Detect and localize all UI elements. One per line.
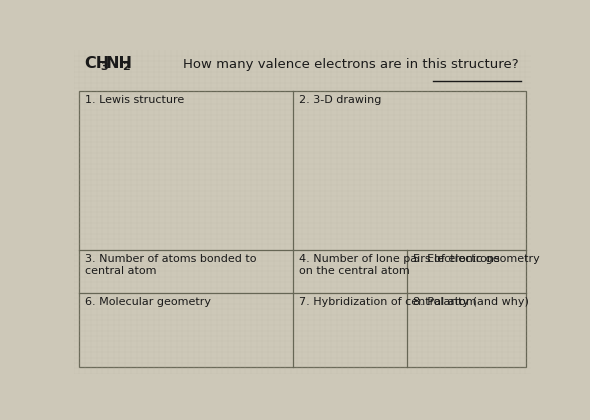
Text: 6. Molecular geometry: 6. Molecular geometry bbox=[85, 297, 211, 307]
Text: 2: 2 bbox=[122, 62, 130, 72]
Text: 2. 3-D drawing: 2. 3-D drawing bbox=[299, 94, 381, 105]
Text: 8. Polarity (and why): 8. Polarity (and why) bbox=[413, 297, 529, 307]
Text: 7. Hybridization of central atom: 7. Hybridization of central atom bbox=[299, 297, 477, 307]
Text: 3: 3 bbox=[100, 62, 108, 72]
Text: 4. Number of lone pairs of electrons
on the central atom: 4. Number of lone pairs of electrons on … bbox=[299, 254, 500, 276]
Text: How many valence electrons are in this structure?: How many valence electrons are in this s… bbox=[183, 58, 519, 71]
Text: 1. Lewis structure: 1. Lewis structure bbox=[85, 94, 184, 105]
Text: CH: CH bbox=[84, 56, 109, 71]
Bar bbox=[79, 91, 526, 368]
Text: 5. Electronic geometry: 5. Electronic geometry bbox=[413, 254, 539, 264]
Text: 3. Number of atoms bonded to
central atom: 3. Number of atoms bonded to central ato… bbox=[85, 254, 256, 276]
Text: NH: NH bbox=[106, 56, 133, 71]
